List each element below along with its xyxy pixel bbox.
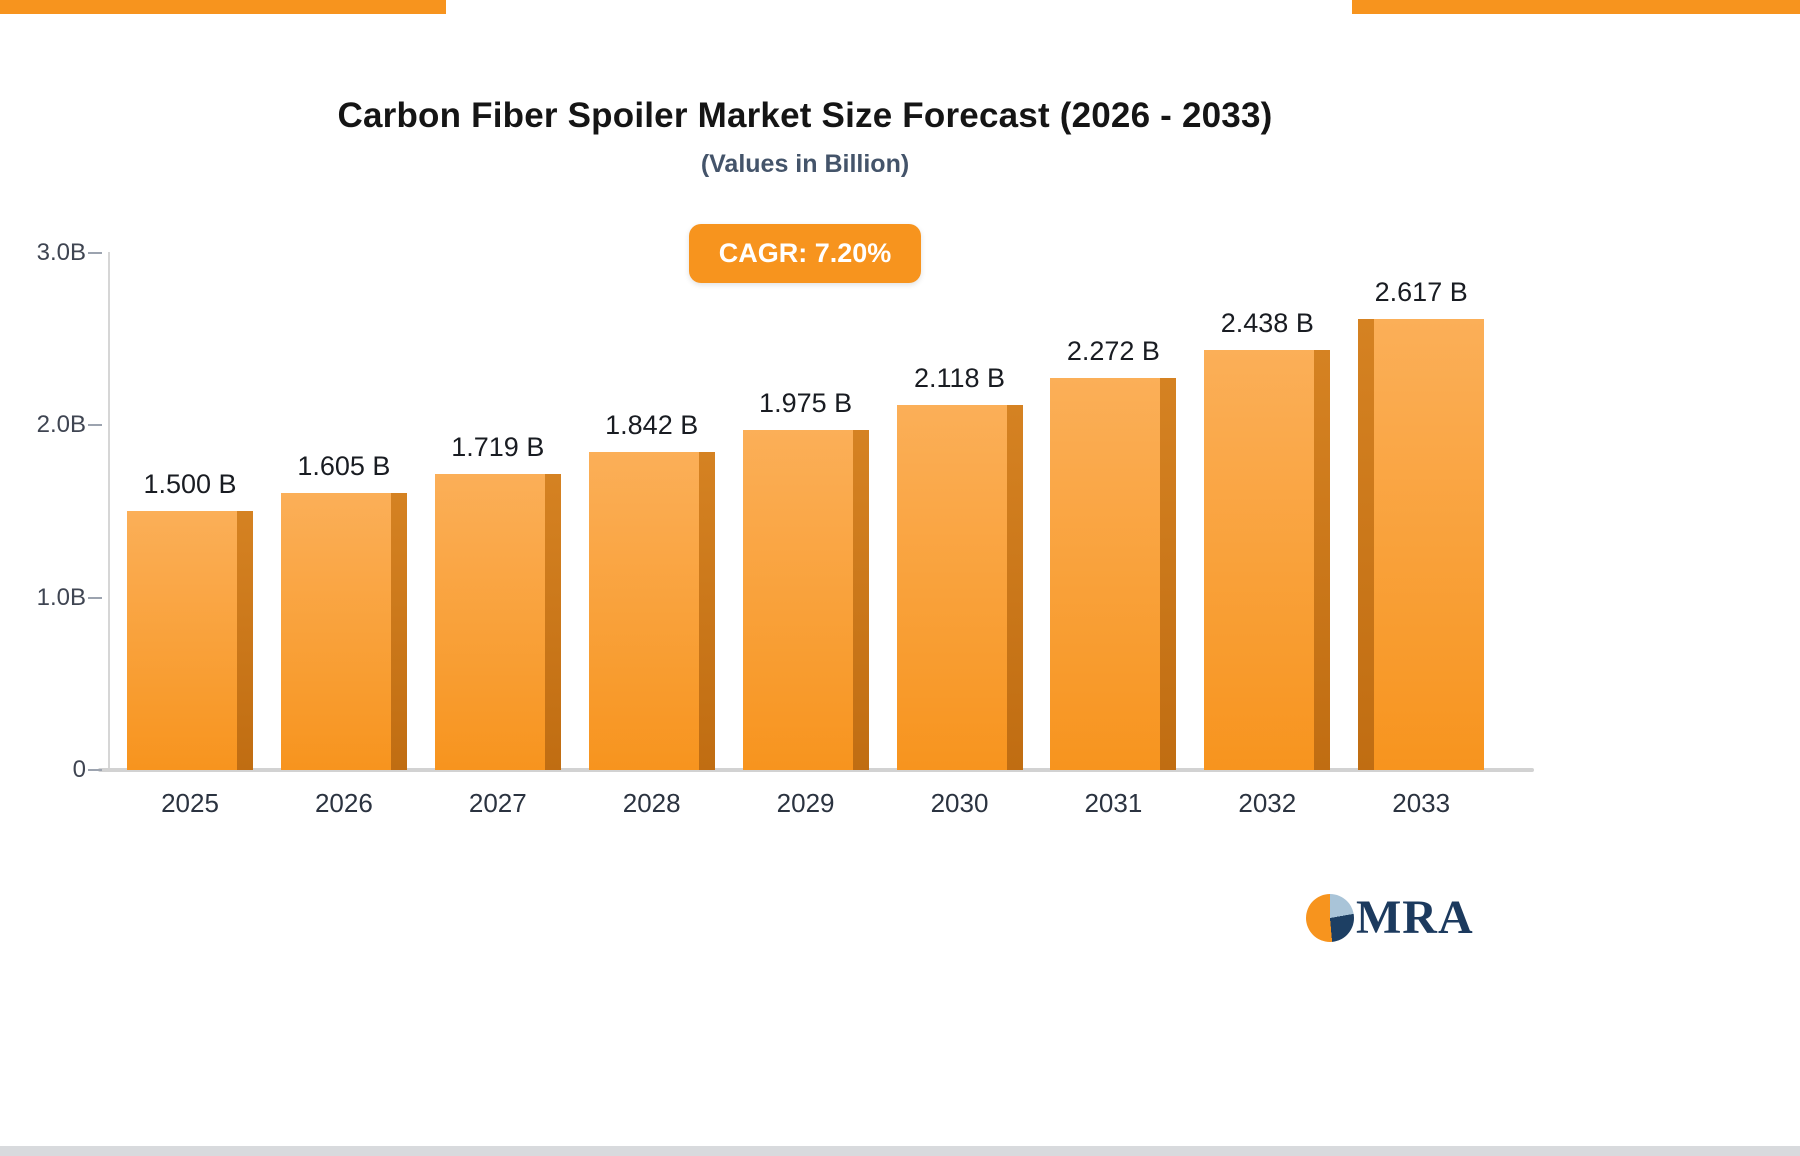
chart-title: Carbon Fiber Spoiler Market Size Forecas… [337, 96, 1273, 135]
cagr-badge: CAGR: 7.20% [688, 224, 922, 283]
bar-face [1374, 318, 1485, 770]
x-tick-label: 2028 [622, 788, 681, 818]
bar [896, 404, 1023, 770]
bar-value-label: 1.605 B [297, 451, 391, 482]
x-tick-label: 2032 [1238, 788, 1297, 818]
x-tick-label: 2026 [314, 788, 373, 818]
bar-side-shadow [544, 473, 561, 770]
bar-value-label: 2.118 B [913, 362, 1006, 393]
bar-value-label: 1.975 B [759, 387, 853, 418]
bar-side-shadow [1006, 404, 1023, 770]
bar-value-label: 1.500 B [143, 469, 237, 500]
top-right-accent-strip [1352, 0, 1800, 14]
bar-face [1050, 378, 1161, 770]
x-tick-label: 2027 [468, 788, 527, 818]
bar [434, 473, 561, 770]
y-tick-mark [88, 251, 102, 254]
y-tick-mark [88, 769, 102, 771]
y-tick-mark [88, 596, 102, 599]
x-tick-label: 2031 [1084, 788, 1143, 818]
y-tick-label: 3.0B [36, 238, 86, 266]
bar-value-label: 2.272 B [1066, 336, 1160, 367]
bar-face [280, 493, 391, 770]
bar-side-shadow [390, 493, 407, 770]
y-tick-mark [88, 424, 102, 427]
bar [1358, 318, 1485, 770]
top-left-accent-strip [0, 0, 446, 14]
bar-side-shadow [237, 511, 253, 770]
bar-side-shadow [1358, 318, 1375, 770]
bar-side-shadow [1160, 378, 1177, 770]
y-tick-label: 2.0B [36, 411, 86, 439]
chart-subtitle: (Values in Billion) [700, 150, 910, 178]
pie-logo-icon [1306, 894, 1354, 942]
bar-value-label: 2.438 B [1220, 307, 1314, 338]
bar-side-shadow [698, 452, 715, 770]
bar [280, 493, 407, 770]
y-axis-line [108, 252, 110, 770]
bar-value-label: 2.617 B [1374, 276, 1468, 307]
y-tick-label: 1.0B [36, 583, 86, 611]
bar [588, 452, 715, 770]
x-tick-label: 2029 [776, 788, 835, 818]
bar-value-label: 1.842 B [605, 410, 699, 441]
logo-text: MRA [1356, 891, 1474, 944]
bar-face [127, 511, 237, 770]
title-block: Carbon Fiber Spoiler Market Size Forecas… [0, 96, 1610, 179]
bar [742, 429, 869, 770]
bar-face [588, 452, 699, 770]
bottom-accent-strip [0, 1146, 1800, 1156]
bar-face [1204, 349, 1315, 770]
bar-face [896, 404, 1007, 770]
bar-side-shadow [1314, 349, 1331, 770]
bar [1050, 378, 1177, 770]
bar-face [742, 429, 853, 770]
bar-face [434, 473, 545, 770]
brand-logo: MRA [1306, 894, 1474, 942]
x-axis-baseline [98, 768, 1534, 772]
x-tick-label: 2033 [1392, 788, 1451, 818]
x-tick-label: 2025 [161, 788, 219, 818]
bar-side-shadow [852, 429, 869, 770]
y-tick-label: 0 [72, 756, 86, 783]
x-tick-label: 2030 [930, 788, 989, 818]
bar-value-label: 1.719 B [451, 431, 545, 462]
bar [127, 511, 253, 770]
bar [1204, 349, 1331, 770]
cagr-badge-row: CAGR: 7.20% [0, 224, 1610, 283]
